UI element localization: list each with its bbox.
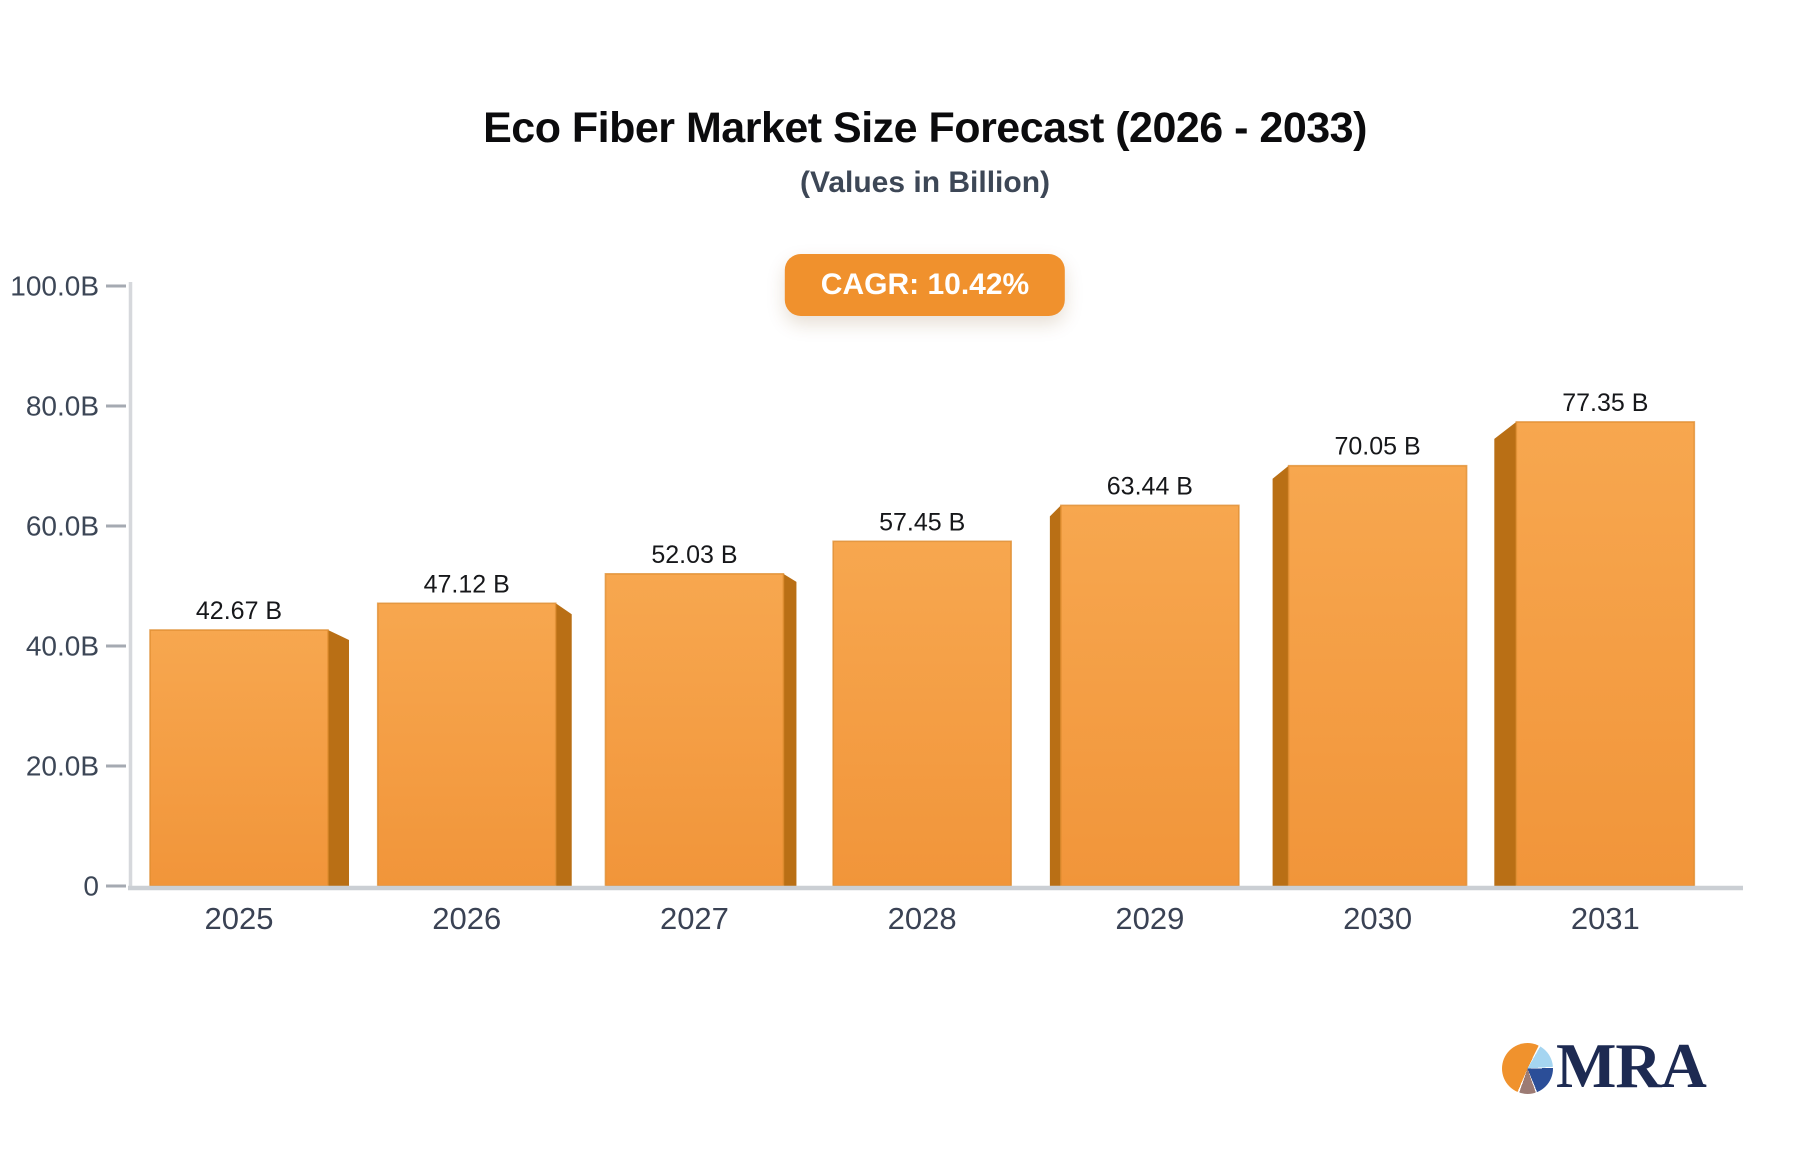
y-axis-label: 80.0B (26, 391, 99, 422)
bar-value-label: 77.35 B (1562, 389, 1648, 417)
pie-chart-logo-icon (1502, 1042, 1553, 1094)
brand-name: MRA (1556, 1030, 1707, 1101)
bar-side-2026 (555, 603, 572, 886)
y-axis-label: 20.0B (26, 751, 99, 782)
bar-side-2029 (1049, 505, 1061, 886)
x-axis-label: 2031 (1571, 901, 1640, 936)
y-axis-label: 0 (83, 871, 99, 902)
chart-subtitle: (Values in Billion) (799, 166, 1051, 199)
brand-logo: MRA (1502, 1034, 1707, 1098)
y-axis-label: 40.0B (26, 631, 99, 662)
bar-side-2030 (1272, 465, 1289, 886)
bar-2026 (376, 602, 557, 887)
y-axis-label: 60.0B (26, 511, 99, 542)
x-axis-label: 2030 (1343, 901, 1412, 936)
x-axis-label: 2028 (888, 901, 957, 936)
x-axis-label: 2029 (1115, 901, 1184, 936)
x-axis-label: 2026 (432, 901, 501, 936)
bar-2031 (1515, 421, 1696, 887)
bar-value-label: 52.03 B (651, 541, 737, 569)
bar-value-label: 42.67 B (196, 597, 282, 625)
bar-value-label: 57.45 B (879, 508, 965, 536)
bar-2030 (1287, 464, 1468, 887)
bar-value-label: 47.12 B (424, 570, 510, 598)
bar-2028 (832, 540, 1012, 887)
y-axis-label: 100.0B (10, 271, 99, 302)
bar-side-2027 (783, 573, 797, 886)
bar-side-2031 (1494, 421, 1517, 886)
x-axis-label: 2025 (205, 901, 274, 936)
bar-2027 (604, 573, 785, 887)
bar-value-label: 63.44 B (1107, 472, 1193, 500)
x-axis-label: 2027 (660, 901, 729, 936)
bar-value-label: 70.05 B (1335, 433, 1421, 461)
bar-side-2025 (328, 629, 349, 886)
bar-2029 (1060, 504, 1240, 887)
bar-2025 (149, 629, 329, 887)
chart-title: Eco Fiber Market Size Forecast (2026 - 2… (483, 104, 1367, 152)
cagr-badge: CAGR: 10.42% (784, 254, 1066, 316)
